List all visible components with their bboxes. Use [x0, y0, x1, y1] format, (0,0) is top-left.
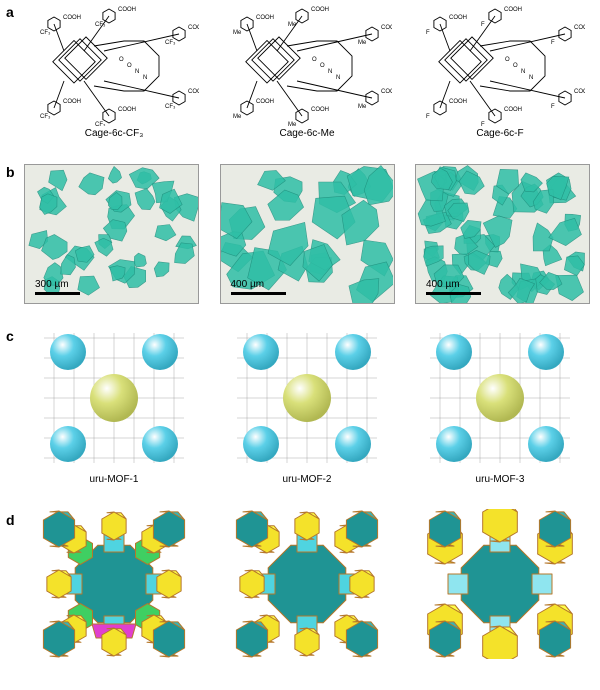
svg-text:COOH: COOH	[449, 99, 467, 105]
svg-text:O: O	[513, 63, 518, 69]
row-c: uru-MOF-1 uru-MOF-2 uru-MOF-3	[0, 320, 600, 500]
svg-text:O: O	[119, 57, 124, 63]
svg-text:COOH: COOH	[381, 25, 392, 31]
mof-structure: uru-MOF-3	[410, 326, 590, 496]
svg-text:O: O	[505, 57, 510, 63]
svg-text:COOH: COOH	[188, 25, 199, 31]
svg-text:CF₃: CF₃	[40, 30, 51, 36]
micrograph: 300 µm	[24, 164, 199, 304]
svg-text:COOH: COOH	[118, 7, 136, 13]
mof-structure: uru-MOF-1	[24, 326, 204, 496]
scale-bar: 300 µm	[35, 279, 80, 295]
svg-text:F: F	[481, 122, 485, 126]
svg-text:CF₃: CF₃	[40, 114, 51, 120]
svg-text:CF₃: CF₃	[165, 40, 176, 46]
svg-text:F: F	[551, 40, 555, 46]
svg-text:COOH: COOH	[449, 15, 467, 21]
svg-text:Me: Me	[288, 122, 297, 126]
svg-text:COOH: COOH	[188, 89, 199, 95]
svg-text:O: O	[127, 63, 132, 69]
micrograph: 400 µm	[220, 164, 395, 304]
row-a: COOH CF₃ COOH CF₃ COOH CF₃ COOH CF₃ COOH CF₃ COOH C…	[0, 0, 600, 160]
svg-text:N: N	[328, 69, 332, 75]
row-d	[0, 500, 600, 680]
svg-text:N: N	[529, 75, 533, 81]
chem-caption: Cage-6c-Me	[279, 128, 334, 139]
svg-text:F: F	[551, 104, 555, 110]
svg-text:COOH: COOH	[574, 89, 585, 95]
figure-panel: a COOHCF₃COOHCF₃COOHCF₃COOHCF₃COOHCF₃COO…	[0, 0, 600, 690]
svg-text:F: F	[426, 114, 430, 120]
scale-bar-line	[35, 292, 80, 295]
svg-text:N: N	[521, 69, 525, 75]
mof-caption: uru-MOF-1	[90, 474, 139, 485]
svg-text:COOH: COOH	[574, 25, 585, 31]
svg-text:CF₃: CF₃	[165, 104, 176, 110]
svg-text:Me: Me	[358, 104, 367, 110]
svg-text:COOH: COOH	[256, 15, 274, 21]
mof-caption: uru-MOF-2	[283, 474, 332, 485]
svg-text:N: N	[336, 75, 340, 81]
mof-structure: uru-MOF-2	[217, 326, 397, 496]
chem-caption: Cage-6c-F	[476, 128, 523, 139]
svg-text:COOH: COOH	[504, 7, 522, 13]
row-b: 300 µm 400 µm 400 µm	[0, 160, 600, 320]
svg-text:O: O	[320, 63, 325, 69]
scale-label: 400 µm	[231, 279, 265, 290]
svg-text:N: N	[143, 75, 147, 81]
svg-text:COOH: COOH	[118, 107, 136, 113]
svg-text:COOH: COOH	[504, 107, 522, 113]
svg-text:COOH: COOH	[63, 99, 81, 105]
svg-text:CF₃: CF₃	[95, 122, 106, 126]
scale-label: 300 µm	[35, 279, 69, 290]
chem-structure: COOHFCOOHFCOOHFCOOHFCOOHFCOOHFOONNCage-6…	[410, 6, 590, 156]
scale-label: 400 µm	[426, 279, 460, 290]
scale-bar-line	[231, 292, 286, 295]
svg-text:COOH: COOH	[381, 89, 392, 95]
svg-text:F: F	[481, 22, 485, 28]
svg-text:COOH: COOH	[256, 99, 274, 105]
tiling-diagram	[410, 504, 590, 664]
svg-text:Me: Me	[233, 114, 242, 120]
chem-structure: COOH CF₃ COOH CF₃ COOH CF₃ COOH CF₃ COOH CF₃ COOH C…	[24, 6, 204, 156]
svg-text:COOH: COOH	[63, 15, 81, 21]
svg-text:O: O	[312, 57, 317, 63]
tiling-diagram	[24, 504, 204, 664]
svg-text:COOH: COOH	[311, 7, 329, 13]
chem-caption: Cage-6c-CF₃	[85, 128, 144, 139]
tiling-diagram	[217, 504, 397, 664]
micrograph: 400 µm	[415, 164, 590, 304]
scale-bar: 400 µm	[231, 279, 286, 295]
scale-bar-line	[426, 292, 481, 295]
svg-text:N: N	[135, 69, 139, 75]
svg-text:Me: Me	[233, 30, 242, 36]
scale-bar: 400 µm	[426, 279, 481, 295]
svg-text:COOH: COOH	[311, 107, 329, 113]
chem-structure: COOHMeCOOHMeCOOHMeCOOHMeCOOHMeCOOHMeOONN…	[217, 6, 397, 156]
svg-text:Me: Me	[358, 40, 367, 46]
mof-caption: uru-MOF-3	[476, 474, 525, 485]
svg-text:F: F	[426, 30, 430, 36]
